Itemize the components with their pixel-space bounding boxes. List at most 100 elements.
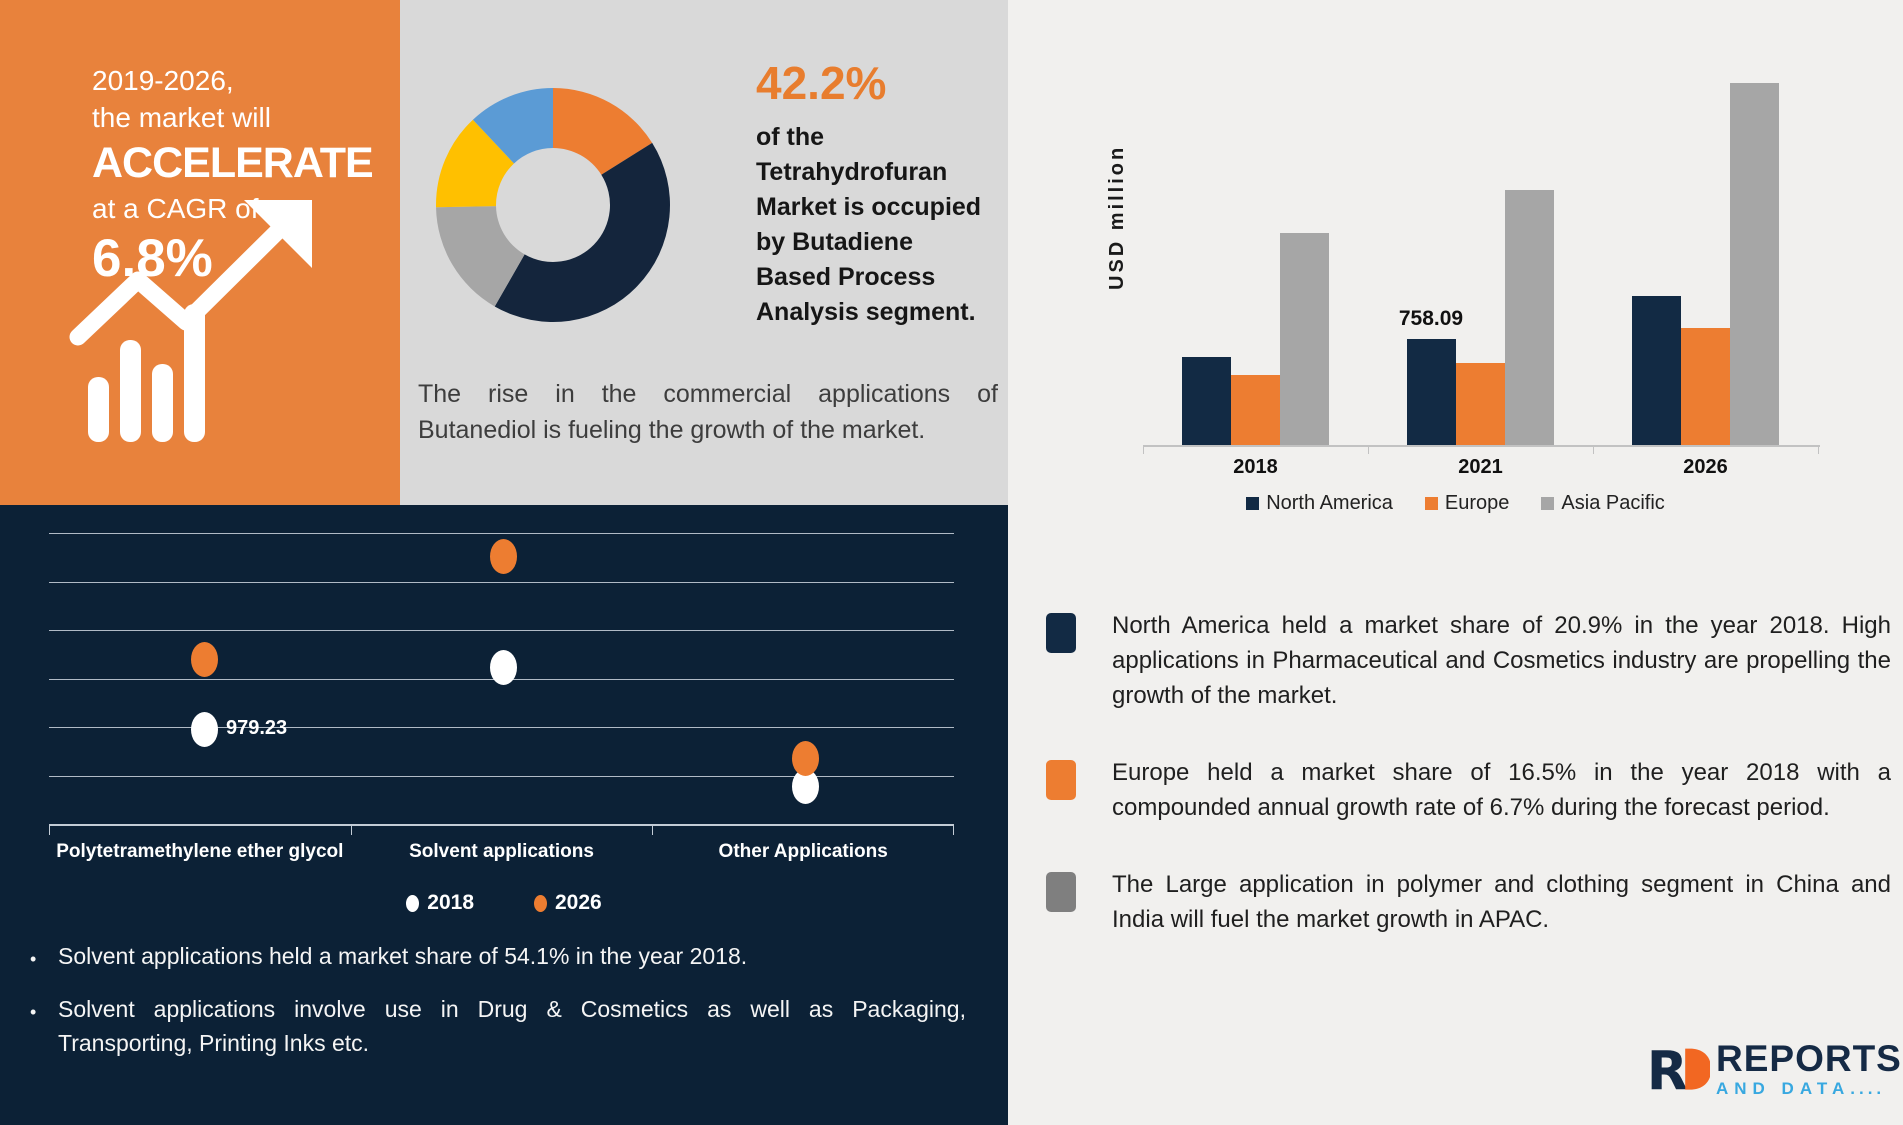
cagr-line2: the market will [92,102,271,133]
dot-2026-0 [190,641,218,677]
dotplot-category-label: Solvent applications [409,841,594,862]
bar-group-2018 [1143,65,1368,445]
caption-line: of the [756,123,825,151]
insight-item-0: North America held a market share of 20.… [1046,608,1891,713]
bar-europe-2018 [1231,375,1280,445]
gridline [49,630,954,631]
axis-tick [49,824,50,835]
legend-dot [406,894,420,912]
bar-chart-x-labels: 2018 2021 2026 [1143,456,1818,479]
axis-tick [1818,445,1819,454]
insight-color-square [1046,613,1076,653]
list-item: • Solvent applications involve use in Dr… [30,992,966,1060]
list-item: • Solvent applications held a market sha… [30,939,966,976]
bar-chart-legend: North America Europe Asia Pacific [1008,492,1903,515]
dotplot-category-labels: Polytetramethylene ether glycol Solvent a… [49,841,954,863]
bullet-text: Solvent applications involve use in Drug… [58,996,966,1056]
caption-line: Tetrahydrofuran [756,158,948,186]
market-share-panel: 42.2% of the Tetrahydrofuran Market is o… [400,0,1008,505]
donut-segment [436,119,514,208]
regional-bar-chart: 758.09 [1143,65,1818,445]
legend-label: Asia Pacific [1561,492,1665,514]
axis-tick [953,824,954,835]
cagr-period: 2019-2026, [92,65,234,96]
bar-north-america-2021: 758.09 [1399,307,1463,445]
legend-item-europe: Europe [1424,492,1509,515]
bar-europe-2021 [1456,363,1505,445]
gridline [49,775,954,777]
legend-swatch [1541,497,1555,510]
bar-north-america-2026 [1632,296,1681,445]
donut-segment [553,88,653,175]
bar-chart-x-axis [1143,445,1820,447]
dotplot-legend: 2018 2026 [0,891,1008,915]
bullet-marker: • [30,1002,37,1022]
insight-color-square [1046,872,1076,912]
donut-segment [436,206,525,307]
regional-insights-list: North America held a market share of 20.… [1046,608,1891,979]
gridline [49,581,954,583]
insight-item-1: Europe held a market share of 16.5% in t… [1046,755,1891,825]
bar-asia-pacific-2018 [1280,233,1329,445]
dotplot-category-label: Polytetramethylene ether glycol [56,841,344,862]
insight-text: North America held a market share of 20.… [1112,612,1891,709]
bullet-marker: • [30,949,37,969]
caption-line: Based Process [756,263,936,291]
legend-swatch [1246,497,1260,510]
insight-color-square [1046,760,1076,800]
bar-asia-pacific-2021 [1505,190,1554,445]
axis-tick [1368,445,1369,454]
insight-item-2: The Large application in polymer and clo… [1046,867,1891,937]
dot-2018-0 [190,711,218,747]
axis-tick [1593,445,1594,454]
reports-and-data-logo: R REPORTS AND DATA.... [1648,1038,1902,1103]
cagr-line4: at a CAGR of [92,193,259,224]
legend-item-north-america: North America [1246,492,1393,515]
dotplot-x-axis [49,824,954,826]
axis-tick [351,824,352,835]
legend-swatch [1424,497,1438,510]
process-share-donut-chart [436,88,670,322]
bar-chart-y-axis-label: USD million [1106,144,1128,290]
logo-sub-text: AND DATA.... [1716,1079,1886,1098]
x-axis-label-2021: 2021 [1458,456,1503,478]
x-axis-label-2018: 2018 [1233,456,1278,478]
cagr-accelerate: ACCELERATE [92,139,374,187]
gridline [49,533,954,534]
cagr-statement: 2019-2026, the market will ACCELERATE at… [92,62,374,290]
dot-value-label: 979.23 [226,717,288,739]
logo-brand-text: REPORTS [1716,1038,1902,1079]
gridline [49,727,954,728]
cagr-value: 6.8% [92,229,213,288]
caption-line: Analysis segment. [756,298,976,326]
growth-chart-arrow-icon [69,200,312,442]
regional-analysis-panel: USD million 758.09 2018 2021 2026 North Am… [1008,0,1903,1125]
dotplot-category-label: Other Applications [718,841,888,862]
svg-text:R: R [1648,1041,1688,1102]
butadiene-share-caption: of the Tetrahydrofuran Market is occupie… [756,120,981,330]
dot-2026-1 [489,538,517,574]
bar-asia-pacific-2026 [1730,83,1779,445]
dot-2018-1 [489,649,517,685]
axis-tick [1143,445,1144,454]
reports-and-data-logo-icon: R [1648,1041,1710,1102]
legend-label: 2026 [555,891,602,914]
dotplot-legend-item-2026: 2026 [534,891,602,915]
legend-item-asia-pacific: Asia Pacific [1541,492,1665,515]
insight-text: The Large application in polymer and clo… [1112,871,1891,933]
dotplot-legend-item-2018: 2018 [406,891,474,915]
bullet-text: Solvent applications held a market share… [58,943,748,969]
caption-line: Market is occupied [756,193,982,221]
bar-north-america-2018 [1182,357,1231,445]
donut-segment [494,142,670,322]
insight-text: Europe held a market share of 16.5% in t… [1112,759,1891,821]
solvent-bullet-list: • Solvent applications held a market sha… [30,939,966,1076]
cagr-panel: 2019-2026, the market will ACCELERATE at… [0,0,400,505]
dot-2026-2 [791,740,819,776]
legend-label: 2018 [427,891,474,914]
butanediol-growth-paragraph: The rise in the commercial applications … [418,380,998,444]
application-dotplot-panel: 979.23 Polytetramethylene ether glycol So… [0,505,1008,1125]
butadiene-share-pct: 42.2% [756,57,887,109]
x-axis-label-2026: 2026 [1683,456,1728,478]
